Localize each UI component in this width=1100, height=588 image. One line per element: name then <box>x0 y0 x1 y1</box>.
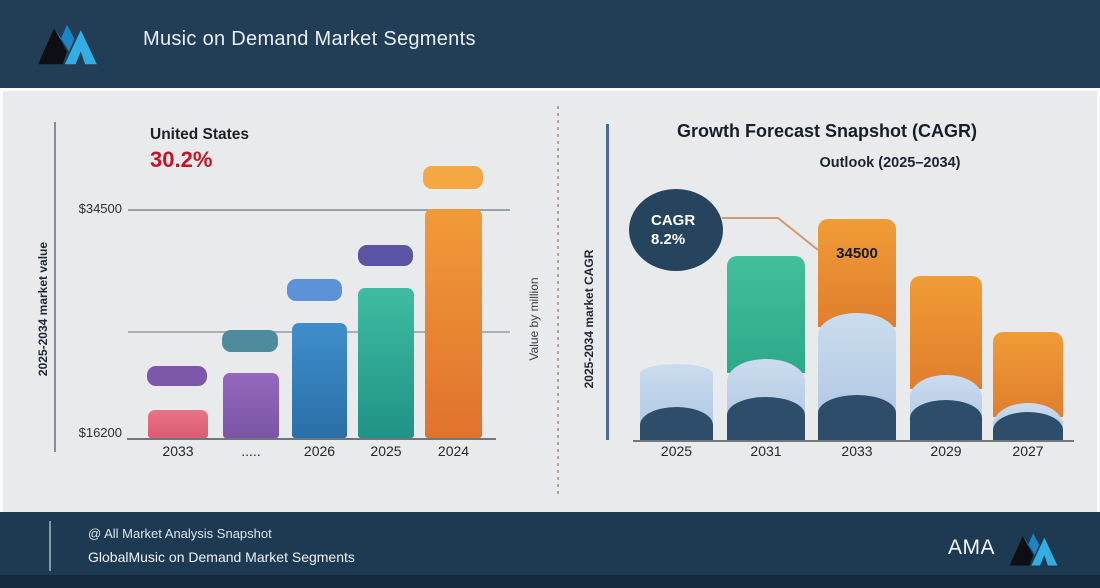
x-tick-label: 2033 <box>162 443 194 459</box>
segment-base <box>993 412 1063 440</box>
bar-..... <box>223 373 279 438</box>
bar-2033 <box>148 410 208 438</box>
bar-2024 <box>425 209 482 438</box>
gridline-34500 <box>128 209 510 211</box>
segment-top <box>993 332 1063 417</box>
x-tick-label: 2026 <box>303 443 336 459</box>
footer-caption: @ All Market Analysis Snapshot <box>88 526 272 541</box>
segment-top <box>910 276 982 389</box>
cagr-label: CAGR <box>651 211 696 229</box>
x-tick-label: 2024 <box>437 443 470 459</box>
x-tick-label: 2033 <box>841 443 873 459</box>
value-by-million-label: Value by million <box>527 277 541 361</box>
left-y-axis-label: 2025-2034 market value <box>36 241 50 377</box>
footer-band <box>0 512 1100 575</box>
segment-base <box>640 407 713 440</box>
x-tick-label: 2031 <box>750 443 782 459</box>
right-y-axis-label: 2025-2034 market CAGR <box>582 249 596 389</box>
segment-top <box>818 219 896 327</box>
panel-border <box>0 88 1100 91</box>
right-y-axis-line <box>606 124 609 440</box>
x-tick-label: 2029 <box>930 443 962 459</box>
right-chart-subtitle: Outlook (2025–2034) <box>819 155 961 171</box>
segment-base <box>910 400 982 440</box>
y-tick-34500: $34500 <box>78 201 122 216</box>
footer-subject: GlobalMusic on Demand Market Segments <box>88 549 355 565</box>
stacked-bar-2027 <box>993 332 1063 440</box>
cagr-bubble: CAGR 8.2% <box>629 189 723 271</box>
bar-2025 <box>358 288 414 438</box>
x-tick-label: 2025 <box>660 443 693 459</box>
floating-cap <box>147 366 207 386</box>
footer-brand-text: AMA <box>948 536 996 559</box>
footer-ama-logo-icon <box>1009 533 1058 566</box>
bar-2026 <box>292 323 347 438</box>
left-y-axis-line <box>54 122 56 452</box>
stacked-bar-2033 <box>818 219 896 440</box>
footer-divider-line <box>49 521 51 571</box>
floating-cap <box>222 330 278 352</box>
floating-cap <box>287 279 342 301</box>
stacked-bar-2029 <box>910 276 982 440</box>
stacked-bar-2031 <box>727 256 805 440</box>
panel-border-right <box>1097 91 1100 512</box>
ama-logo-icon <box>38 24 97 65</box>
segment-base <box>818 395 896 440</box>
bottom-strip <box>0 575 1100 588</box>
floating-cap <box>358 245 413 266</box>
growth-percentage: 30.2% <box>150 147 213 172</box>
header-band: Music on Demand Market Segments <box>0 0 1100 88</box>
panel-border-left <box>0 91 3 512</box>
cagr-value: 8.2% <box>651 231 686 248</box>
floating-cap <box>423 166 483 189</box>
region-label: United States <box>150 126 250 143</box>
x-tick-label: ..... <box>241 443 261 459</box>
y-tick-16200: $16200 <box>78 425 122 440</box>
x-tick-label: 2027 <box>1012 443 1044 459</box>
right-chart-title: Growth Forecast Snapshot (CAGR) <box>676 121 977 141</box>
x-tick-label: 2025 <box>370 443 402 459</box>
segment-top <box>727 256 805 373</box>
page-title: Music on Demand Market Segments <box>143 28 476 50</box>
stacked-bar-2025 <box>640 364 713 440</box>
left-x-axis-line <box>127 438 496 440</box>
dashed-divider <box>557 106 559 494</box>
right-x-axis-line <box>633 440 1074 442</box>
segment-base <box>727 397 805 440</box>
callout-value: 34500 <box>836 245 878 262</box>
